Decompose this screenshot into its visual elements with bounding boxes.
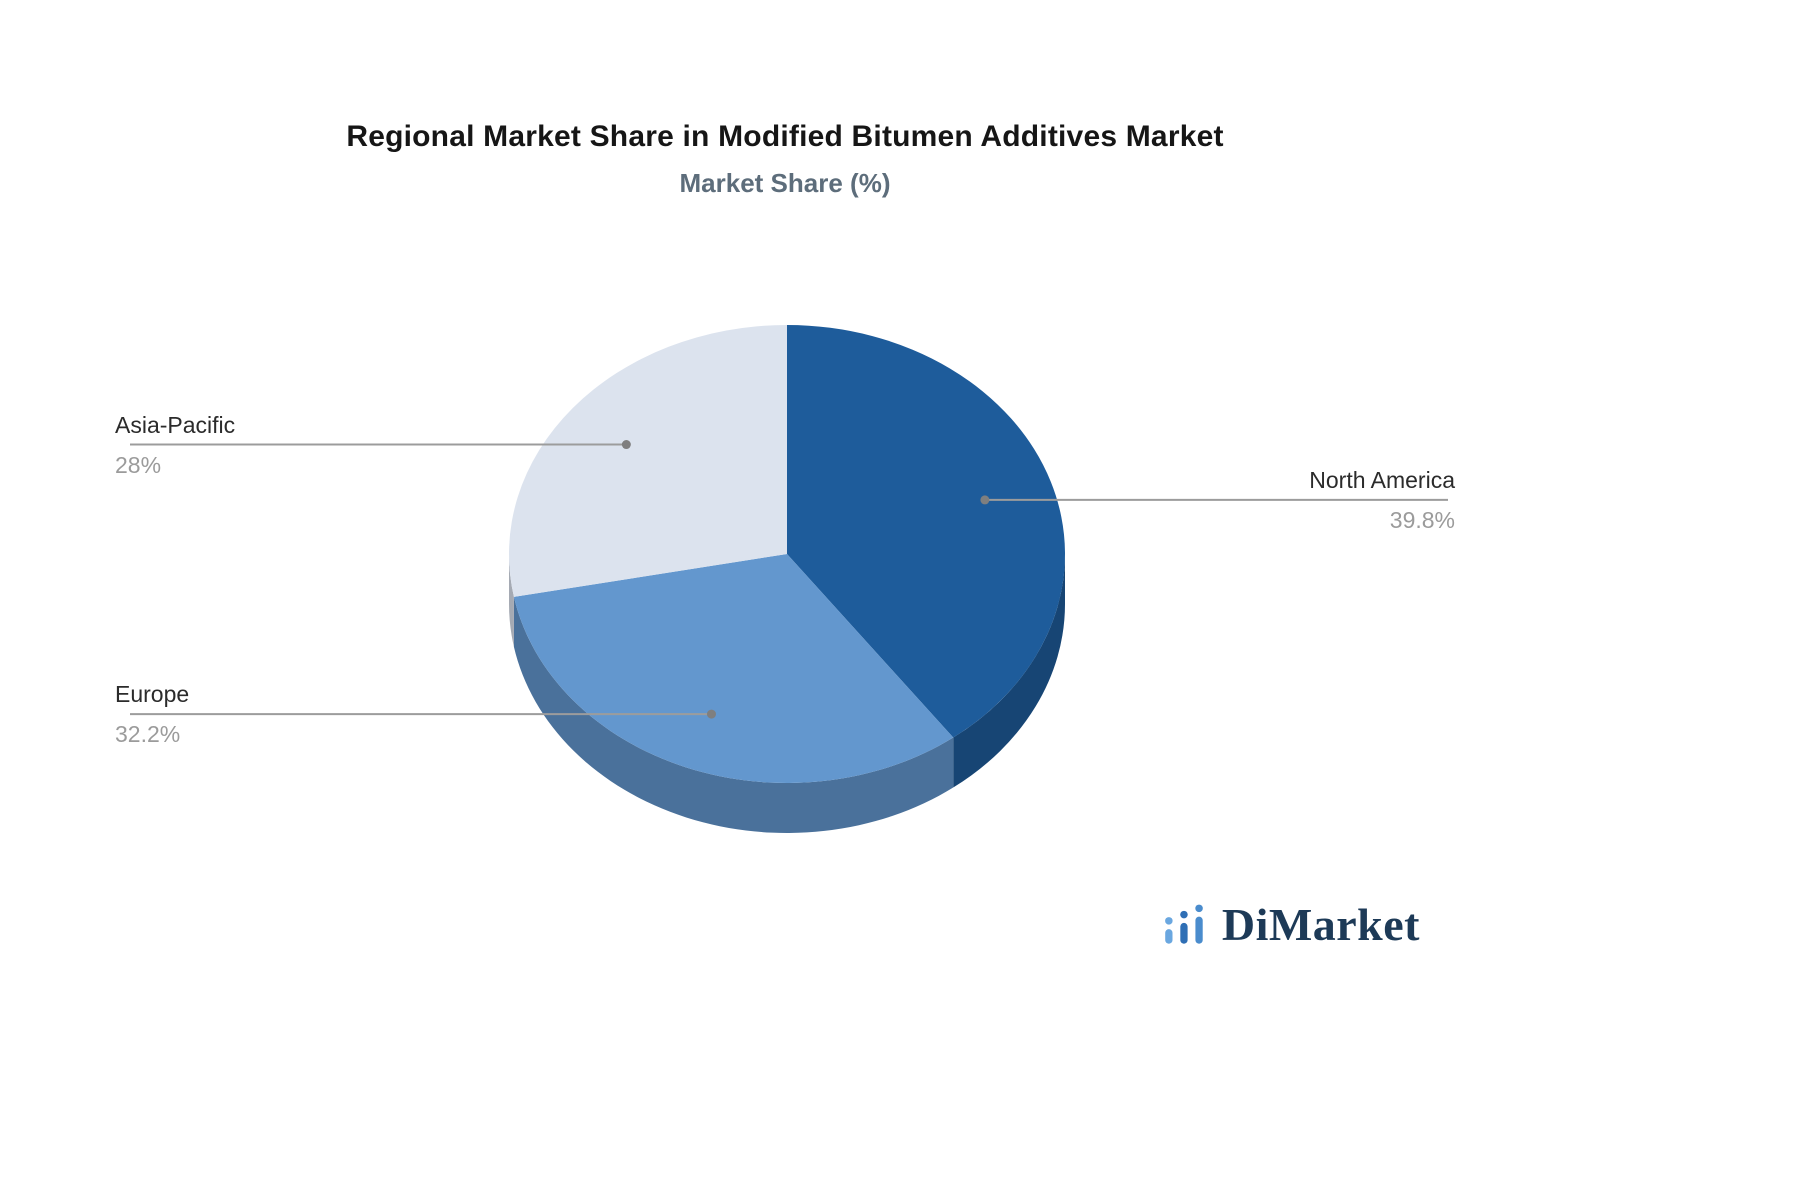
pie-slice-north-america[interactable] <box>787 325 1065 738</box>
leader-dot-asia-pacific <box>621 440 631 450</box>
pie-slice-asia-pacific[interactable] <box>508 325 787 597</box>
slice-label-asia-pacific: Asia-Pacific <box>115 411 236 438</box>
pie-slice-side-asia-pacific <box>509 554 514 647</box>
brand-name: DiMarket <box>1221 899 1420 950</box>
leader-dot-europe <box>706 709 716 719</box>
leader-dot-north-america <box>980 495 990 505</box>
slice-value-asia-pacific: 28% <box>115 451 162 478</box>
slice-label-europe: Europe <box>115 681 190 708</box>
bar-chart-icon <box>1164 904 1203 944</box>
brand-logo: DiMarket <box>1160 898 1420 951</box>
pie-slice-side-north-america <box>953 554 1065 788</box>
slice-value-north-america: 39.8% <box>1389 506 1455 533</box>
pie-slice-side-europe <box>513 596 954 834</box>
chart-title: Regional Market Share in Modified Bitume… <box>346 120 1224 153</box>
pie-slice-europe[interactable] <box>513 554 954 783</box>
chart-subtitle: Market Share (%) <box>679 168 891 198</box>
slice-label-north-america: North America <box>1309 466 1455 493</box>
slice-value-europe: 32.2% <box>115 721 181 748</box>
